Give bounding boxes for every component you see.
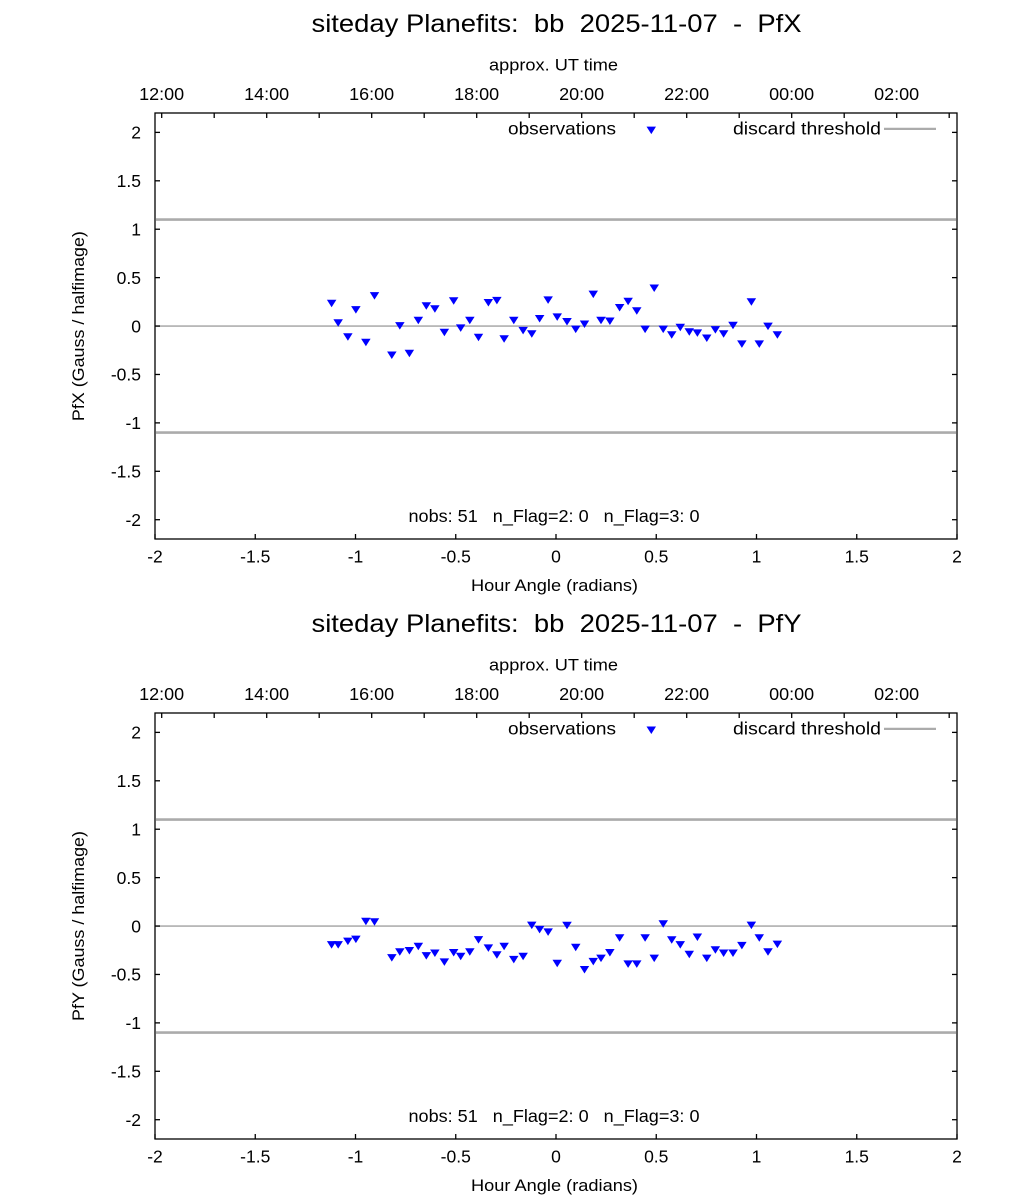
svg-text:-0.5: -0.5	[111, 965, 141, 985]
svg-text:-0.5: -0.5	[441, 547, 471, 567]
svg-text:observations: observations	[508, 119, 616, 139]
svg-text:-1: -1	[348, 1147, 364, 1167]
svg-text:2: 2	[131, 123, 141, 143]
svg-text:-2: -2	[125, 510, 141, 530]
svg-text:1.5: 1.5	[845, 1147, 869, 1167]
svg-text:2: 2	[131, 723, 141, 743]
svg-text:0: 0	[131, 316, 141, 336]
svg-text:0.5: 0.5	[644, 1147, 668, 1167]
svg-text:siteday Planefits: bb 2025-1: siteday Planefits: bb 2025-11-07 - PfY	[312, 610, 802, 638]
svg-text:approx. UT time: approx. UT time	[489, 655, 618, 674]
svg-text:2: 2	[952, 547, 962, 567]
svg-text:siteday Planefits: bb 2025-1: siteday Planefits: bb 2025-11-07 - PfX	[312, 10, 802, 38]
svg-text:02:00: 02:00	[874, 84, 919, 104]
svg-text:18:00: 18:00	[454, 684, 499, 704]
svg-text:1.5: 1.5	[845, 547, 869, 567]
svg-text:0.5: 0.5	[117, 868, 141, 888]
svg-text:22:00: 22:00	[664, 84, 709, 104]
svg-text:-1.5: -1.5	[240, 1147, 270, 1167]
svg-text:-2: -2	[147, 547, 163, 567]
svg-text:approx. UT time: approx. UT time	[489, 55, 618, 74]
svg-text:-1: -1	[125, 1013, 141, 1033]
svg-text:00:00: 00:00	[769, 684, 814, 704]
svg-text:PfX (Gauss / halfimage): PfX (Gauss / halfimage)	[69, 231, 88, 421]
svg-text:Hour Angle (radians): Hour Angle (radians)	[471, 1176, 638, 1195]
svg-text:00:00: 00:00	[769, 84, 814, 104]
svg-text:12:00: 12:00	[139, 84, 184, 104]
svg-text:discard threshold: discard threshold	[733, 719, 881, 739]
svg-text:16:00: 16:00	[349, 684, 394, 704]
svg-text:22:00: 22:00	[664, 684, 709, 704]
svg-text:1.5: 1.5	[117, 171, 141, 191]
svg-text:12:00: 12:00	[139, 684, 184, 704]
svg-text:1: 1	[752, 1147, 762, 1167]
svg-text:2: 2	[952, 1147, 962, 1167]
svg-text:observations: observations	[508, 719, 616, 739]
svg-text:0: 0	[551, 1147, 561, 1167]
svg-text:PfY (Gauss / halfimage): PfY (Gauss / halfimage)	[69, 831, 88, 1021]
svg-text:0: 0	[131, 916, 141, 936]
svg-text:20:00: 20:00	[559, 684, 604, 704]
svg-text:18:00: 18:00	[454, 84, 499, 104]
svg-text:1: 1	[131, 819, 141, 839]
svg-text:discard threshold: discard threshold	[733, 119, 881, 139]
svg-text:0: 0	[551, 547, 561, 567]
svg-text:0.5: 0.5	[117, 268, 141, 288]
svg-text:1: 1	[752, 547, 762, 567]
svg-text:-2: -2	[147, 1147, 163, 1167]
svg-text:nobs: 51 n_Flag=2: 0 n_Fla: nobs: 51 n_Flag=2: 0 n_Flag=3: 0	[409, 1106, 700, 1127]
svg-text:-1.5: -1.5	[111, 462, 141, 482]
svg-text:02:00: 02:00	[874, 684, 919, 704]
svg-text:Hour Angle (radians): Hour Angle (radians)	[471, 576, 638, 595]
svg-text:-2: -2	[125, 1110, 141, 1130]
svg-text:-1.5: -1.5	[111, 1062, 141, 1082]
svg-text:-1.5: -1.5	[240, 547, 270, 567]
svg-text:-1: -1	[348, 547, 364, 567]
svg-text:1: 1	[131, 219, 141, 239]
svg-text:20:00: 20:00	[559, 84, 604, 104]
svg-text:1.5: 1.5	[117, 771, 141, 791]
svg-text:16:00: 16:00	[349, 84, 394, 104]
svg-text:nobs: 51 n_Flag=2: 0 n_Fla: nobs: 51 n_Flag=2: 0 n_Flag=3: 0	[409, 506, 700, 527]
svg-text:0.5: 0.5	[644, 547, 668, 567]
svg-text:14:00: 14:00	[244, 684, 289, 704]
svg-text:-0.5: -0.5	[111, 365, 141, 385]
svg-text:-0.5: -0.5	[441, 1147, 471, 1167]
svg-text:14:00: 14:00	[244, 84, 289, 104]
svg-text:-1: -1	[125, 413, 141, 433]
